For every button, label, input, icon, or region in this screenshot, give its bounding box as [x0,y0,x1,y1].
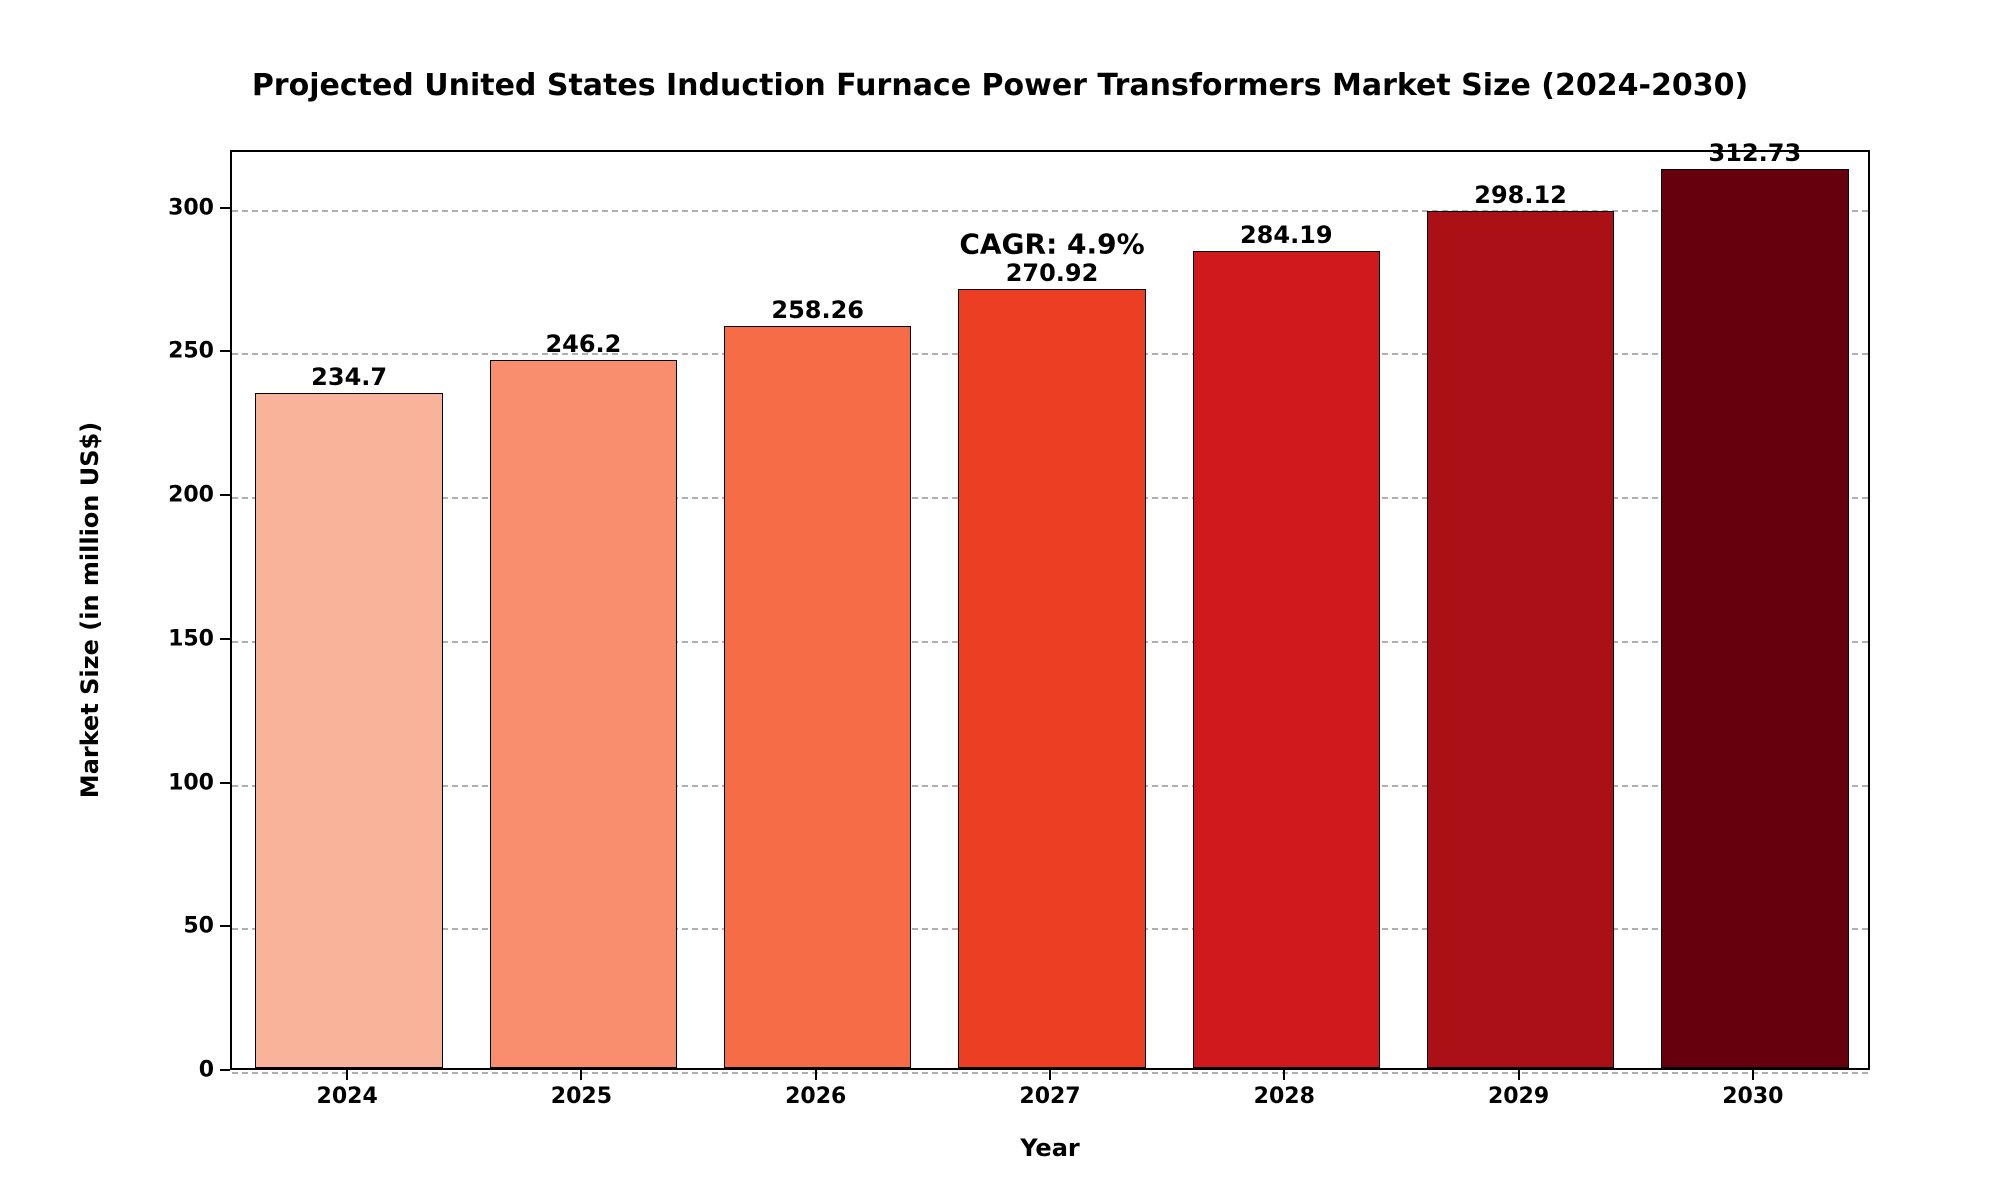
x-tick-label: 2024 [317,1084,378,1109]
plot-area: 234.7246.2258.26270.92284.19298.12312.73… [230,150,1870,1070]
x-tick-label: 2028 [1254,1084,1315,1109]
bar [490,360,677,1068]
chart-title: Projected United States Induction Furnac… [0,68,2000,103]
bar-value-label: 298.12 [1474,181,1567,209]
x-tick-mark [1752,1070,1754,1080]
y-tick-label: 50 [183,914,214,939]
y-tick-mark [220,925,230,927]
bar [958,289,1145,1068]
x-axis-label: Year [1020,1134,1079,1162]
y-tick-mark [220,1069,230,1071]
bar-value-label: 284.19 [1240,221,1333,249]
gridline [232,210,1868,212]
x-tick-mark [1049,1070,1051,1080]
bar-value-label: 270.92 [1006,259,1099,287]
x-tick-label: 2027 [1019,1084,1080,1109]
x-tick-label: 2030 [1722,1084,1783,1109]
y-tick-label: 300 [168,195,214,220]
chart-container: Projected United States Induction Furnac… [0,0,2000,1200]
bar [255,393,442,1068]
y-tick-mark [220,782,230,784]
bar [1427,211,1614,1068]
bar-value-label: 246.2 [545,330,621,358]
x-tick-mark [346,1070,348,1080]
x-tick-mark [1283,1070,1285,1080]
x-tick-mark [815,1070,817,1080]
x-tick-label: 2029 [1488,1084,1549,1109]
y-tick-label: 0 [199,1058,214,1083]
y-tick-label: 100 [168,770,214,795]
bar [1661,169,1848,1068]
y-axis-label: Market Size (in million US$) [76,422,104,798]
x-tick-mark [580,1070,582,1080]
y-tick-label: 250 [168,339,214,364]
y-tick-label: 200 [168,483,214,508]
bar-value-label: 234.7 [311,363,387,391]
y-tick-mark [220,350,230,352]
x-tick-label: 2025 [551,1084,612,1109]
y-tick-mark [220,638,230,640]
bar-value-label: 312.73 [1709,139,1802,167]
y-tick-label: 150 [168,626,214,651]
y-tick-mark [220,494,230,496]
bar [724,326,911,1068]
bar [1193,251,1380,1068]
y-tick-mark [220,207,230,209]
x-tick-mark [1518,1070,1520,1080]
cagr-annotation: CAGR: 4.9% [959,228,1144,261]
bar-value-label: 258.26 [771,296,864,324]
x-tick-label: 2026 [785,1084,846,1109]
